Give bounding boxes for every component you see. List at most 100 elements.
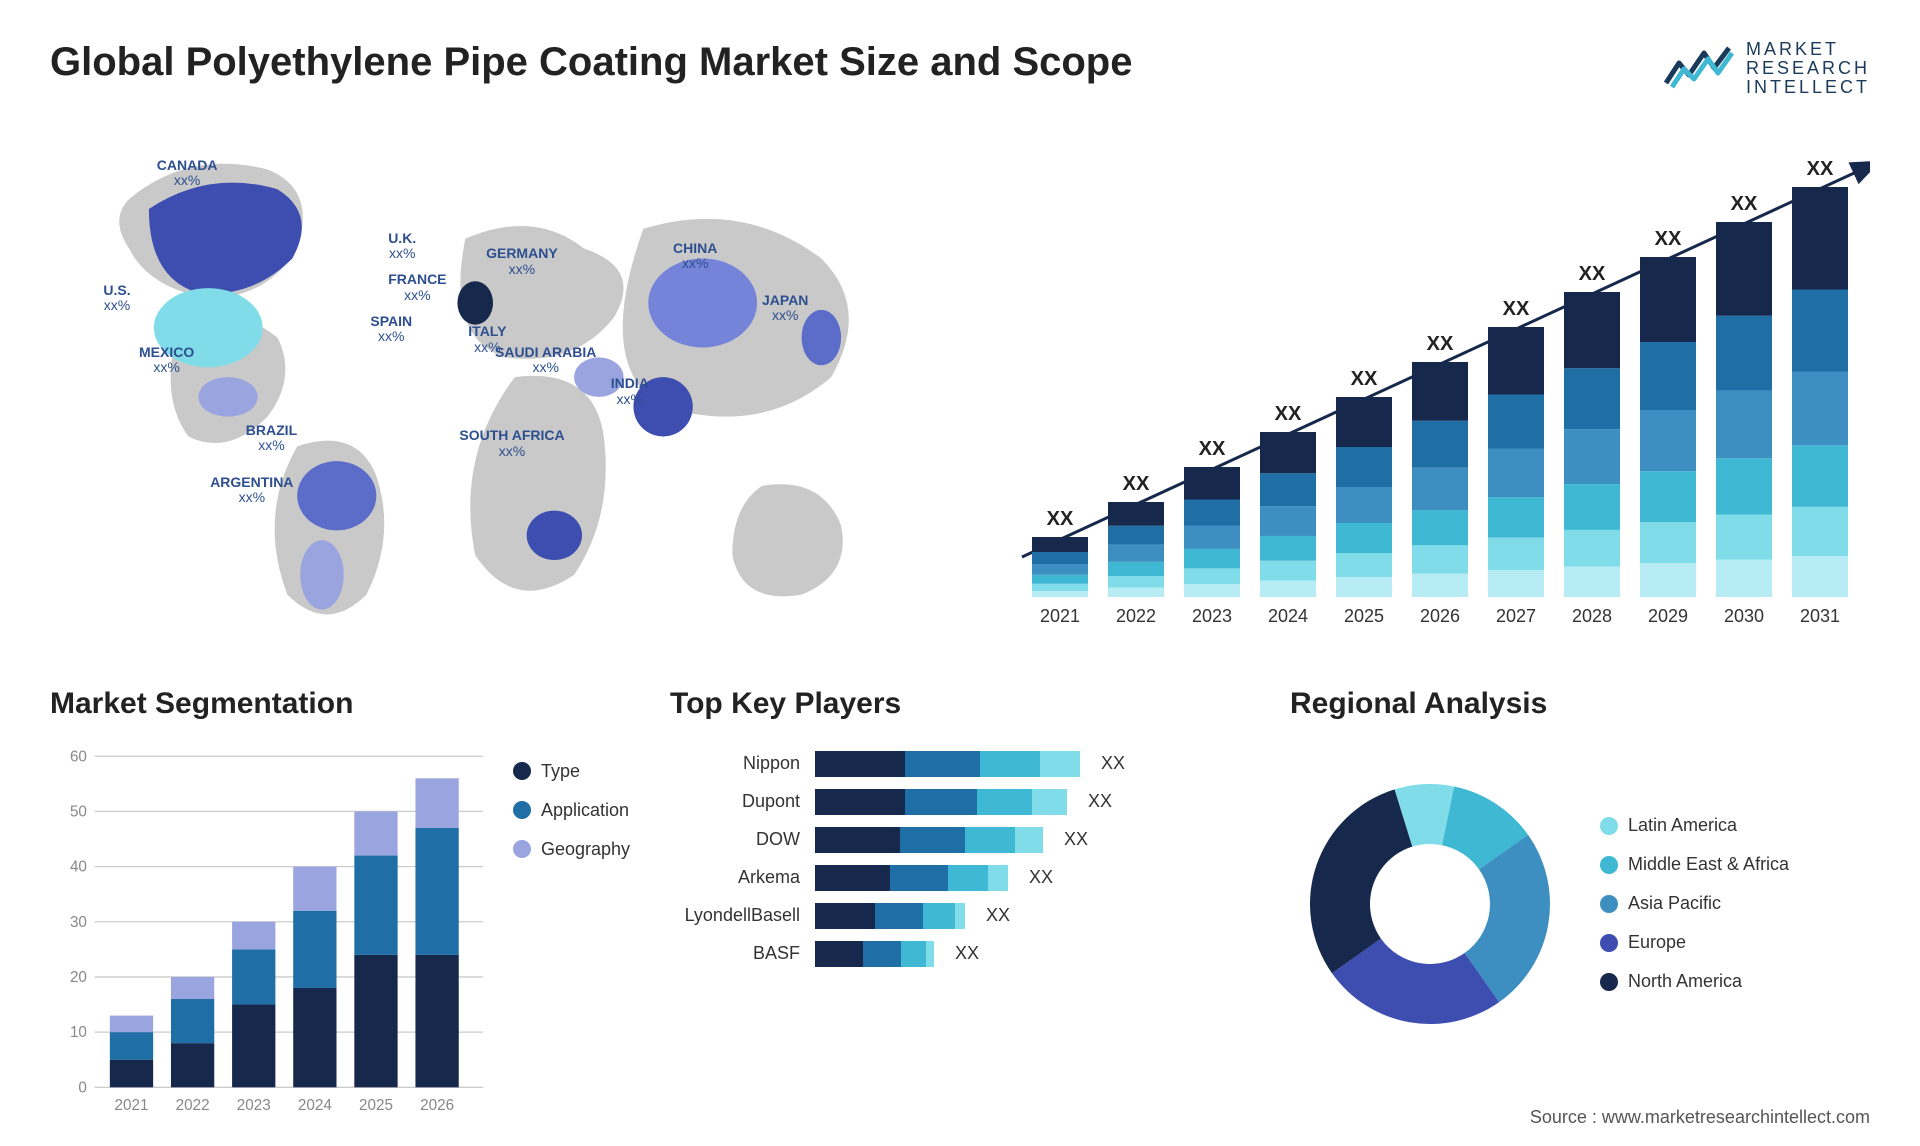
svg-text:20: 20 [70, 969, 87, 986]
world-map-icon [50, 127, 940, 647]
segmentation-title: Market Segmentation [50, 687, 630, 721]
svg-text:2029: 2029 [1648, 606, 1688, 626]
svg-text:2022: 2022 [1116, 606, 1156, 626]
player-bar [815, 789, 1067, 815]
svg-text:2031: 2031 [1800, 606, 1840, 626]
regional-panel: Regional Analysis Latin America Middle Ea… [1290, 687, 1870, 1067]
svg-text:2022: 2022 [176, 1097, 210, 1114]
player-row: Arkema XX [670, 865, 1250, 891]
map-label: INDIAxx% [611, 376, 649, 407]
svg-text:2026: 2026 [420, 1097, 454, 1114]
regional-legend: Latin America Middle East & Africa Asia Pa… [1600, 815, 1789, 992]
page-title: Global Polyethylene Pipe Coating Market … [50, 40, 1132, 85]
map-label: CHINAxx% [673, 241, 717, 272]
legend-item: North America [1600, 971, 1789, 992]
player-name: Nippon [670, 753, 800, 774]
legend-item: Asia Pacific [1600, 893, 1789, 914]
player-value: XX [1064, 829, 1088, 850]
world-map-panel: CANADAxx% U.S.xx% MEXICOxx% BRAZILxx% ARGENT… [50, 127, 940, 647]
player-name: LyondellBasell [670, 905, 800, 926]
logo-text-1: MARKET [1746, 40, 1870, 59]
svg-text:2021: 2021 [1040, 606, 1080, 626]
svg-text:XX: XX [1275, 403, 1302, 425]
player-bar [815, 827, 1043, 853]
player-bar [815, 941, 934, 967]
source-attribution: Source : www.marketresearchintellect.com [1530, 1107, 1870, 1128]
legend-item: Type [513, 761, 630, 782]
svg-text:60: 60 [70, 748, 87, 765]
map-label: JAPANxx% [762, 293, 808, 324]
svg-text:30: 30 [70, 914, 87, 931]
map-label: SPAINxx% [370, 314, 412, 345]
svg-text:XX: XX [1199, 438, 1226, 460]
svg-text:XX: XX [1351, 368, 1378, 390]
map-label: SAUDI ARABIAxx% [495, 345, 596, 376]
svg-text:2025: 2025 [1344, 606, 1384, 626]
regional-title: Regional Analysis [1290, 687, 1870, 721]
map-label: CANADAxx% [157, 158, 218, 189]
svg-text:XX: XX [1579, 263, 1606, 285]
map-label: GERMANYxx% [486, 246, 558, 277]
svg-text:XX: XX [1427, 333, 1454, 355]
player-row: BASF XX [670, 941, 1250, 967]
player-value: XX [955, 943, 979, 964]
map-label: ARGENTINAxx% [210, 475, 293, 506]
svg-text:2030: 2030 [1724, 606, 1764, 626]
player-bar [815, 865, 1008, 891]
market-growth-chart: XX 2021 XX 2022 XX 2023 XX 2024 XX 2025 XX 2026 XX 20… [990, 127, 1870, 647]
key-players-title: Top Key Players [670, 687, 1250, 721]
player-name: Arkema [670, 867, 800, 888]
legend-item: Application [513, 800, 630, 821]
legend-item: Latin America [1600, 815, 1789, 836]
player-value: XX [1029, 867, 1053, 888]
map-label: BRAZILxx% [246, 423, 297, 454]
svg-text:50: 50 [70, 803, 87, 820]
svg-text:40: 40 [70, 858, 87, 875]
svg-text:2027: 2027 [1496, 606, 1536, 626]
svg-text:2023: 2023 [1192, 606, 1232, 626]
svg-text:XX: XX [1807, 158, 1834, 180]
map-label: MEXICOxx% [139, 345, 194, 376]
legend-item: Geography [513, 839, 630, 860]
player-name: DOW [670, 829, 800, 850]
svg-text:10: 10 [70, 1024, 87, 1041]
svg-text:2025: 2025 [359, 1097, 393, 1114]
brand-logo: MARKET RESEARCH INTELLECT [1664, 40, 1870, 97]
map-label: SOUTH AFRICAxx% [459, 428, 564, 459]
svg-text:2026: 2026 [1420, 606, 1460, 626]
logo-text-3: INTELLECT [1746, 78, 1870, 97]
player-bar [815, 903, 965, 929]
player-name: Dupont [670, 791, 800, 812]
player-row: LyondellBasell XX [670, 903, 1250, 929]
svg-text:XX: XX [1047, 508, 1074, 530]
svg-text:0: 0 [78, 1079, 87, 1096]
map-label: U.K.xx% [388, 231, 416, 262]
svg-text:2024: 2024 [298, 1097, 332, 1114]
logo-mark-icon [1664, 43, 1734, 93]
player-value: XX [1101, 753, 1125, 774]
player-value: XX [1088, 791, 1112, 812]
player-row: DOW XX [670, 827, 1250, 853]
svg-text:XX: XX [1655, 228, 1682, 250]
player-row: Dupont XX [670, 789, 1250, 815]
player-name: BASF [670, 943, 800, 964]
key-players-panel: Top Key Players Nippon XXDupont XXDOW XX… [670, 687, 1250, 1067]
legend-item: Middle East & Africa [1600, 854, 1789, 875]
player-value: XX [986, 905, 1010, 926]
regional-donut-chart [1290, 764, 1570, 1044]
map-label: U.S.xx% [103, 283, 130, 314]
svg-text:XX: XX [1731, 193, 1758, 215]
svg-text:2028: 2028 [1572, 606, 1612, 626]
segmentation-legend: Type Application Geography [513, 741, 630, 1128]
map-label: FRANCExx% [388, 272, 446, 303]
svg-text:2024: 2024 [1268, 606, 1308, 626]
svg-text:XX: XX [1123, 473, 1150, 495]
legend-item: Europe [1600, 932, 1789, 953]
player-bar [815, 751, 1080, 777]
player-row: Nippon XX [670, 751, 1250, 777]
logo-text-2: RESEARCH [1746, 59, 1870, 78]
svg-text:2021: 2021 [115, 1097, 149, 1114]
svg-text:2023: 2023 [237, 1097, 271, 1114]
svg-text:XX: XX [1503, 298, 1530, 320]
segmentation-panel: Market Segmentation 01020304050602021202… [50, 687, 630, 1067]
